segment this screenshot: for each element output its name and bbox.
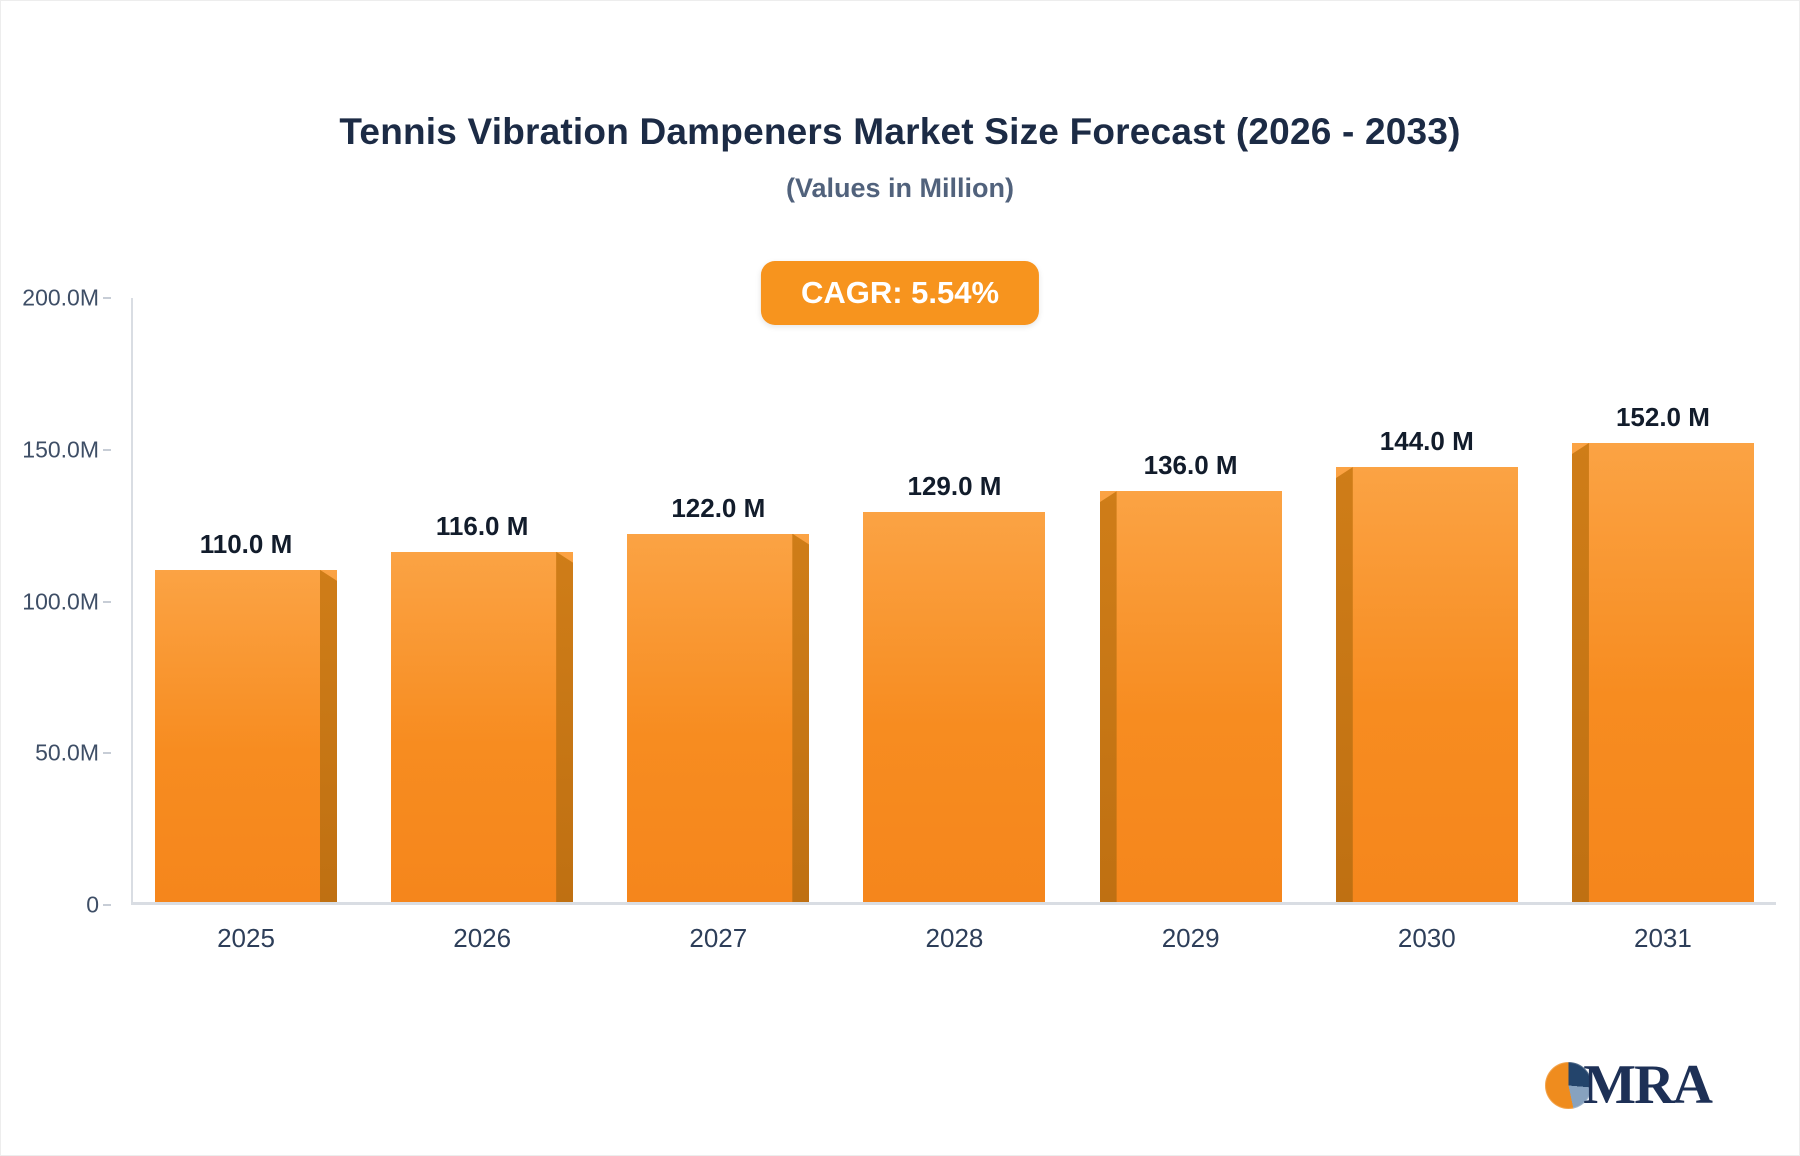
bar-rect [1335,467,1518,902]
y-axis-tick-mark [103,448,111,451]
bar-rect [1099,491,1282,902]
bar-value-label: 144.0 M [1379,426,1474,457]
bar-value-label: 122.0 M [671,492,766,523]
x-axis-label: 2028 [925,923,984,953]
bar-rect [863,512,1046,902]
y-axis-tick-mark [103,904,111,906]
bar-column-2026: 116.0 M 2026 [391,298,574,953]
bar-value-label: 152.0 M [1615,401,1710,432]
x-axis-label: 2025 [217,923,275,953]
chart-title: Tennis Vibration Dampeners Market Size F… [339,111,1461,152]
bar-rect [391,551,574,902]
x-axis-label: 2031 [1634,923,1692,953]
bar-column-2031: 152.0 M 2031 [1571,298,1754,953]
bar-rect [155,569,337,902]
y-axis-tick-mark [103,752,111,755]
bar-column-2030: 144.0 M 2030 [1335,298,1518,953]
chart-subtitle: (Values in Million) [785,173,1015,203]
bar-series: 110.0 M 2025 116.0 M 2026 122.0 M 2027 129.0 M… [133,298,1776,953]
bar-3d-side [792,533,810,902]
x-axis-label: 2030 [1397,923,1456,953]
bar-3d-side [1335,467,1353,902]
mra-logo-text: MRA [1583,1054,1713,1116]
bar-value-label: 116.0 M [435,510,529,541]
bar-column-2025: 110.0 M 2025 [155,298,337,953]
bar-column-2027: 122.0 M 2027 [627,298,810,953]
y-axis-tick-label: 150.0M [22,436,99,463]
y-axis-tick-label: 100.0M [22,588,99,614]
x-axis-label: 2026 [453,923,512,953]
mra-logo: MRA [1545,1054,1713,1116]
bar-value-label: 136.0 M [1143,450,1238,481]
bar-column-2028: 129.0 M 2028 [863,298,1046,953]
bar-value-label: 110.0 M [199,528,293,559]
y-axis-tick-label: 200.0M [22,284,99,311]
y-axis-tick-label: 50.0M [35,739,99,766]
y-axis-tick-mark [103,600,111,603]
y-axis-tick-mark [103,297,111,299]
bar-rect [627,533,810,902]
bar-column-2029: 136.0 M 2029 [1099,298,1282,953]
bar-3d-side [556,551,574,902]
bar-3d-side [1571,442,1589,902]
y-axis-tick-label: 0 [86,891,99,918]
mra-logo-pie-icon [1545,1061,1593,1109]
bar-3d-side [320,569,337,902]
x-axis-label: 2029 [1161,923,1220,953]
x-axis-label: 2027 [689,923,748,953]
bar-3d-side [1099,491,1117,902]
chart-plot-area: 110.0 M 2025 116.0 M 2026 122.0 M 2027 129.0 M… [131,298,1776,953]
bar-rect [1571,442,1754,902]
cagr-badge: CAGR: 5.54% [760,261,1040,325]
y-axis: 0 50.0M 100.0M 150.0M 200.0M [1,285,115,918]
bar-value-label: 129.0 M [907,471,1002,502]
